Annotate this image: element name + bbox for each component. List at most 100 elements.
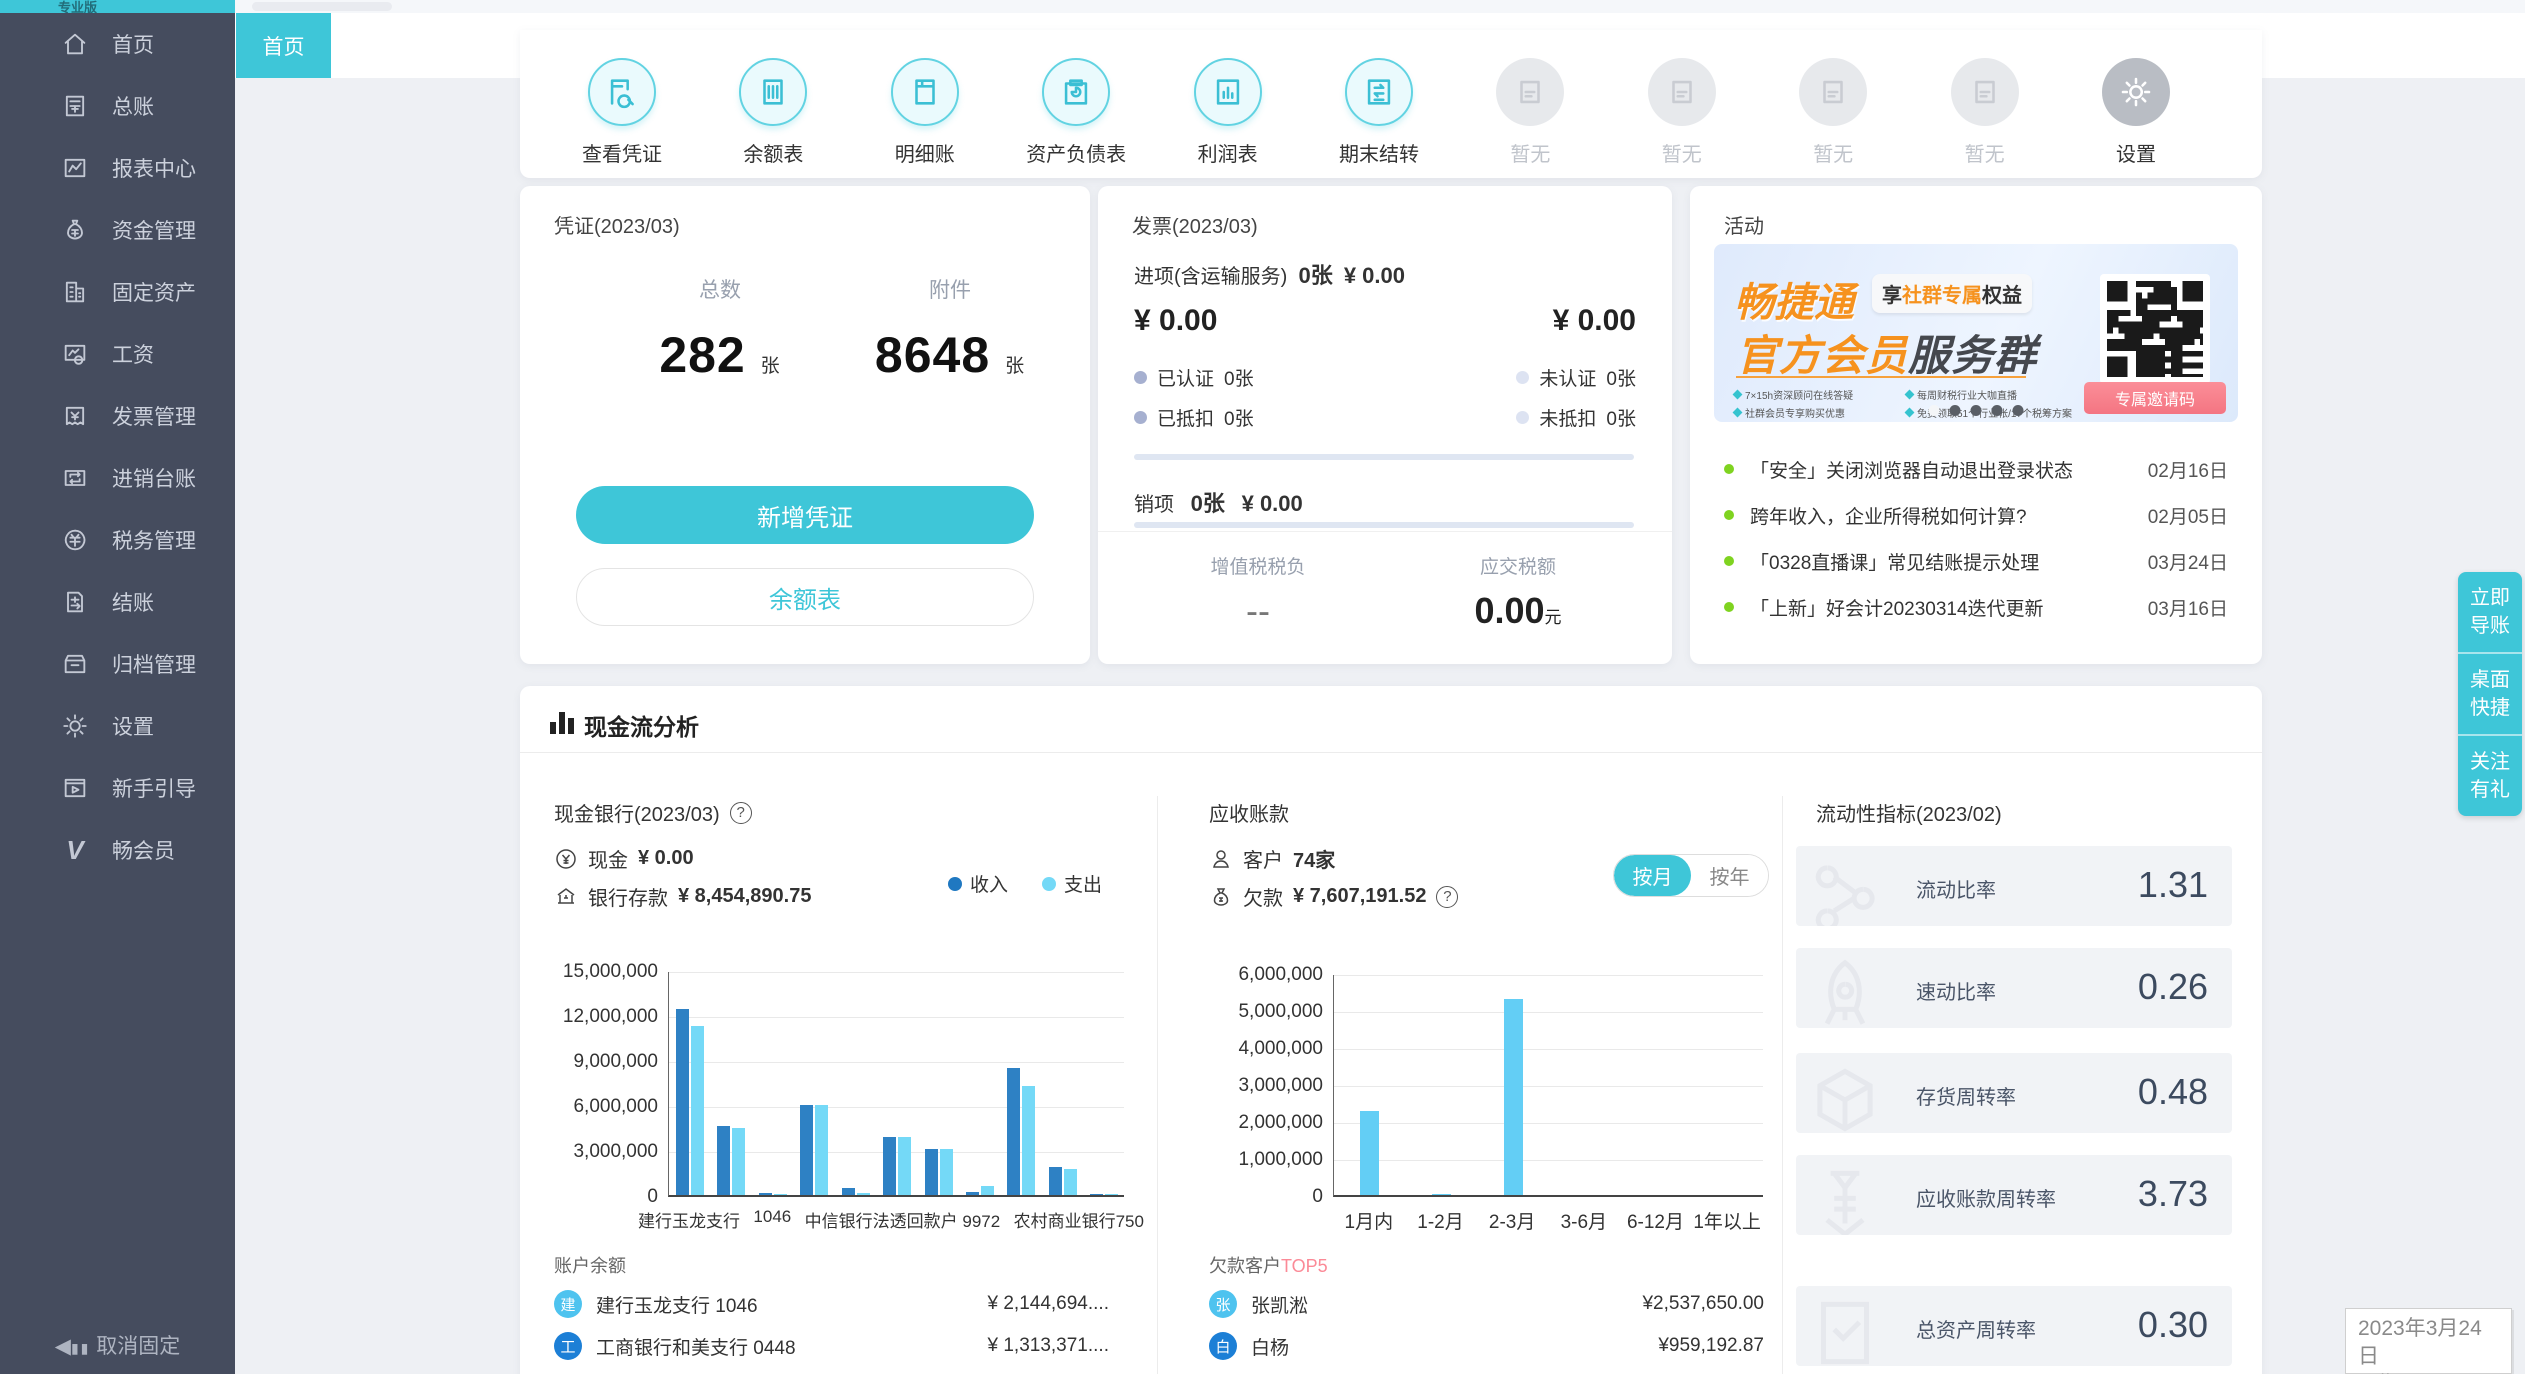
help-icon[interactable]: ?: [1436, 885, 1459, 908]
banner-feature: 每周财税行业大咖直播: [1904, 386, 2068, 402]
news-text: 「0328直播课」常见结账提示处理: [1750, 552, 2040, 574]
quick-action-查看凭证[interactable]: 查看凭证: [562, 58, 682, 167]
float-button-桌面快捷[interactable]: 桌面 快捷: [2458, 652, 2522, 734]
banner-pill: 享社群专属权益: [1872, 274, 2032, 313]
debtors-title: 欠款客户TOP5: [1209, 1256, 1328, 1276]
bar-收入: [883, 1137, 896, 1195]
sidebar-item-9[interactable]: 结账: [0, 571, 235, 633]
date-tooltip: 2023年3月24日 星期五: [2345, 1308, 2512, 1374]
metric-value: 0.26: [2137, 966, 2208, 1007]
y-axis-tick: 9,000,000: [573, 1051, 658, 1072]
voucher-attach-value: 8648 张: [874, 327, 1026, 383]
chart-legend: 收入 支出: [948, 870, 1102, 897]
customer-line: 客户 74家: [1209, 844, 1335, 873]
float-button-立即导账[interactable]: 立即 导账: [2470, 587, 2510, 637]
gridline: [1334, 1123, 1763, 1124]
voucher-search-icon: [588, 58, 656, 126]
carousel-dot[interactable]: [2012, 405, 2024, 416]
top-strip-pill: [252, 2, 392, 11]
sidebar-item-12[interactable]: 新手引导: [0, 757, 235, 819]
sidebar-item-2[interactable]: 报表中心: [0, 137, 235, 199]
metric-row-总资产周转率: 总资产周转率 0.30: [1796, 1286, 2232, 1366]
liability-report-icon: [1042, 58, 1111, 126]
tab-home[interactable]: 首页: [236, 13, 331, 78]
sidebar-item-8[interactable]: 税务管理: [0, 509, 235, 571]
news-item[interactable]: 「安全」关闭浏览器自动退出登录状态 02月16日: [1724, 454, 2228, 484]
news-date: 03月24日: [2147, 552, 2228, 574]
quick-action-利润表[interactable]: 利润表: [1168, 58, 1288, 167]
sidebar-item-7[interactable]: 进销台账: [0, 447, 235, 509]
float-button-关注有礼[interactable]: 关注 有礼: [2458, 734, 2522, 816]
rocket-icon: [1802, 952, 1888, 1028]
metric-row-流动比率: 流动比率 1.31: [1796, 846, 2232, 926]
avatar-badge: 工: [554, 1332, 582, 1360]
add-voucher-button[interactable]: 新增凭证: [576, 486, 1034, 544]
news-item[interactable]: 「上新」好会计20230314迭代更新 03月16日: [1724, 592, 2228, 622]
news-item[interactable]: 跨年收入，企业所得税如何计算? 02月05日: [1724, 500, 2228, 530]
unpin-sidebar-button[interactable]: ◀▮▮ 取消固定: [54, 1335, 181, 1358]
balance-sheet-button[interactable]: 余额表: [576, 568, 1034, 626]
settings-icon: [60, 711, 90, 741]
sidebar-item-10[interactable]: 归档管理: [0, 633, 235, 695]
carousel-dot[interactable]: [1991, 405, 2003, 416]
debtor-row[interactable]: 张 张凯淞 ¥2,537,650.00: [1209, 1290, 1764, 1318]
sidebar-item-4[interactable]: 固定资产: [0, 261, 235, 323]
sidebar-item-1[interactable]: 总账: [0, 75, 235, 137]
account-row[interactable]: 建 建行玉龙支行 1046 ¥ 2,144,694....: [554, 1290, 1109, 1318]
x-axis-tick: 2-3月: [1488, 1212, 1536, 1233]
carousel-dot[interactable]: [1970, 405, 1982, 416]
metric-row-存货周转率: 存货周转率 0.48: [1796, 1053, 2232, 1133]
balance-sheet-icon: [739, 58, 808, 126]
funds-icon: [60, 215, 90, 245]
toggle-option-按月[interactable]: 按月: [1614, 855, 1691, 896]
liquidity-column: 流动性指标(2023/02) 流动比率 1.31 速动比率 0.26 存货周转率…: [1782, 686, 2262, 1374]
sidebar-item-label: 固定资产: [112, 282, 196, 305]
avatar-badge: 白: [1209, 1332, 1237, 1360]
diamond-bullet-icon: [1904, 389, 1915, 399]
sidebar-item-label: 发票管理: [112, 406, 196, 429]
carousel-dot[interactable]: [1949, 405, 1961, 416]
activity-card: 活动 畅捷通 享社群专属权益 官方会员服务群 7×15h资深顾问在线答疑 每周财税…: [1690, 186, 2262, 664]
floating-action-bar: 立即 导账桌面 快捷 关注 有礼: [2458, 572, 2522, 816]
qr-caption: 专属邀请码: [2084, 382, 2226, 414]
carousel-dot[interactable]: [1928, 405, 1940, 416]
help-icon[interactable]: ?: [729, 801, 752, 824]
stat-label: 未抵扣: [1539, 409, 1597, 430]
divider: [1157, 796, 1158, 1374]
bar-账龄: [1503, 998, 1523, 1195]
quick-action-资产负债表[interactable]: 资产负债表: [1016, 58, 1136, 167]
quick-action-余额表[interactable]: 余额表: [713, 58, 833, 167]
account-row[interactable]: 工 工商银行和美支行 0448 ¥ 1,313,371....: [554, 1332, 1109, 1360]
gear-icon: [2102, 58, 2170, 126]
metric-label: 流动比率: [1916, 880, 1996, 902]
toggle-option-按年[interactable]: 按年: [1691, 855, 1768, 896]
carryover-icon: [1345, 58, 1413, 126]
x-axis-tick: 1月内: [1344, 1212, 1394, 1233]
activity-card-title: 活动: [1724, 216, 1764, 238]
quick-action-期末结转[interactable]: 期末结转: [1319, 58, 1439, 167]
banner-carousel-dots[interactable]: [1928, 405, 2024, 416]
stat-label: 未认证: [1539, 369, 1597, 390]
x-axis-tick: 3-6月: [1560, 1212, 1608, 1233]
quick-action-明细账[interactable]: 明细账: [865, 58, 985, 167]
sidebar-item-6[interactable]: 发票管理: [0, 385, 235, 447]
cash-bank-title: 现金银行(2023/03) ?: [554, 798, 752, 827]
sidebar-item-5[interactable]: 工资: [0, 323, 235, 385]
quick-action-设置[interactable]: 设置: [2076, 58, 2196, 167]
sidebar-item-0[interactable]: 首页: [0, 13, 235, 75]
news-item[interactable]: 「0328直播课」常见结账提示处理 03月24日: [1724, 546, 2228, 576]
row-amount: ¥2,537,650.00: [1642, 1293, 1764, 1314]
y-axis-tick: 1,000,000: [1238, 1149, 1323, 1170]
debtor-row[interactable]: 白 白杨 ¥959,192.87: [1209, 1332, 1764, 1360]
promo-banner[interactable]: 畅捷通 享社群专属权益 官方会员服务群 7×15h资深顾问在线答疑 每周财税行业大…: [1714, 244, 2238, 422]
row-name: 工商银行和美支行 0448: [596, 1337, 796, 1359]
sidebar-item-3[interactable]: 资金管理: [0, 199, 235, 261]
status-dot: [1134, 371, 1147, 384]
receivable-title: 应收账款: [1209, 804, 1289, 826]
invoice-stat-未认证: 未认证 0张: [1516, 364, 1636, 391]
metric-row-速动比率: 速动比率 0.26: [1796, 948, 2232, 1028]
quick-action-label: 暂无: [1661, 144, 1702, 166]
sidebar-item-13[interactable]: V 畅会员: [0, 819, 235, 881]
bar-收入: [841, 1188, 855, 1195]
sidebar-item-11[interactable]: 设置: [0, 695, 235, 757]
